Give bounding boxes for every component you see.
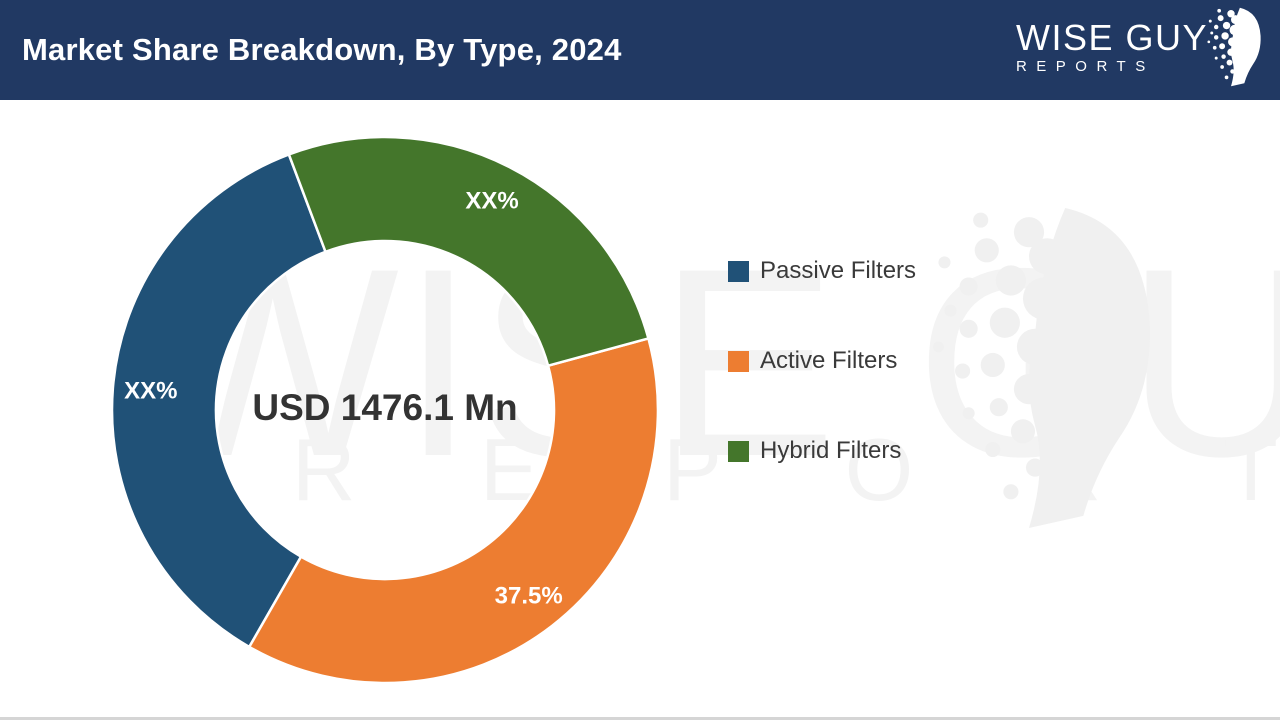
legend-swatch-active-filters [728,350,749,372]
donut-segment-hybrid-filters [287,135,650,368]
page-title: Market Share Breakdown, By Type, 2024 [22,32,622,67]
chart-legend: Passive Filters Active Filters Hybrid Filt… [728,257,917,528]
legend-label-active-filters: Active Filters [760,347,898,374]
logo-face-icon [1194,5,1268,89]
bottom-divider [0,717,1280,720]
donut-segment-active-filters [247,336,660,685]
legend-item-passive-filters: Passive Filters [728,257,917,284]
header-bar: Market Share Breakdown, By Type, 2024 WI… [0,0,1280,100]
wise-guy-logo: WISE GUY REPORTS [1016,5,1268,89]
segment-label-active-filters: 37.5% [495,582,563,609]
legend-item-active-filters: Active Filters [728,347,916,374]
legend-swatch-passive-filters [728,260,749,282]
legend-item-hybrid-filters: Hybrid Filters [728,437,916,464]
logo-subtitle: REPORTS [1015,57,1155,75]
legend-label-passive-filters: Passive Filters [760,257,917,284]
chart-center-value: USD 1476.1 Mn [252,387,518,428]
donut-segment-passive-filters [110,152,328,649]
logo-wordmark: WISE GUY [1015,17,1208,59]
legend-label-hybrid-filters: Hybrid Filters [760,437,902,464]
segment-label-hybrid-filters: XX% [465,187,518,214]
segment-label-passive-filters: XX% [124,378,177,405]
logo-text: WISE GUY REPORTS [1016,19,1208,75]
legend-swatch-hybrid-filters [728,440,749,462]
